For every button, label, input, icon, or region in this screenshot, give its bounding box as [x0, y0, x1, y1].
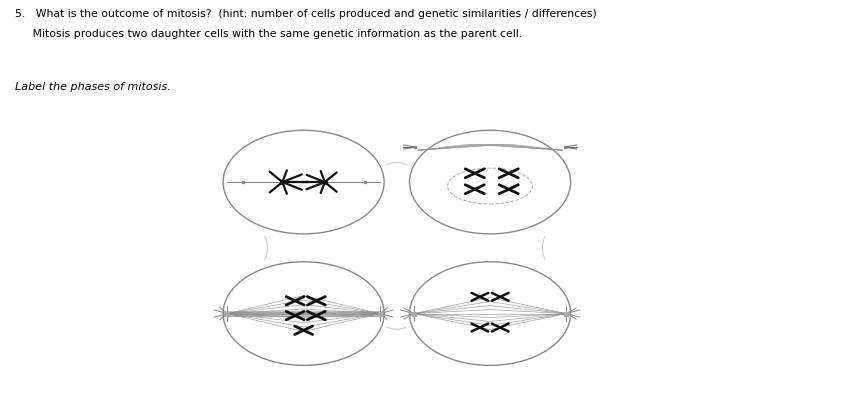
- Text: Mitosis produces two daughter cells with the same genetic information as the par: Mitosis produces two daughter cells with…: [15, 29, 522, 39]
- Text: Label the phases of mitosis.: Label the phases of mitosis.: [15, 82, 171, 93]
- Text: 5.   What is the outcome of mitosis?  (hint: number of cells produced and geneti: 5. What is the outcome of mitosis? (hint…: [15, 9, 596, 19]
